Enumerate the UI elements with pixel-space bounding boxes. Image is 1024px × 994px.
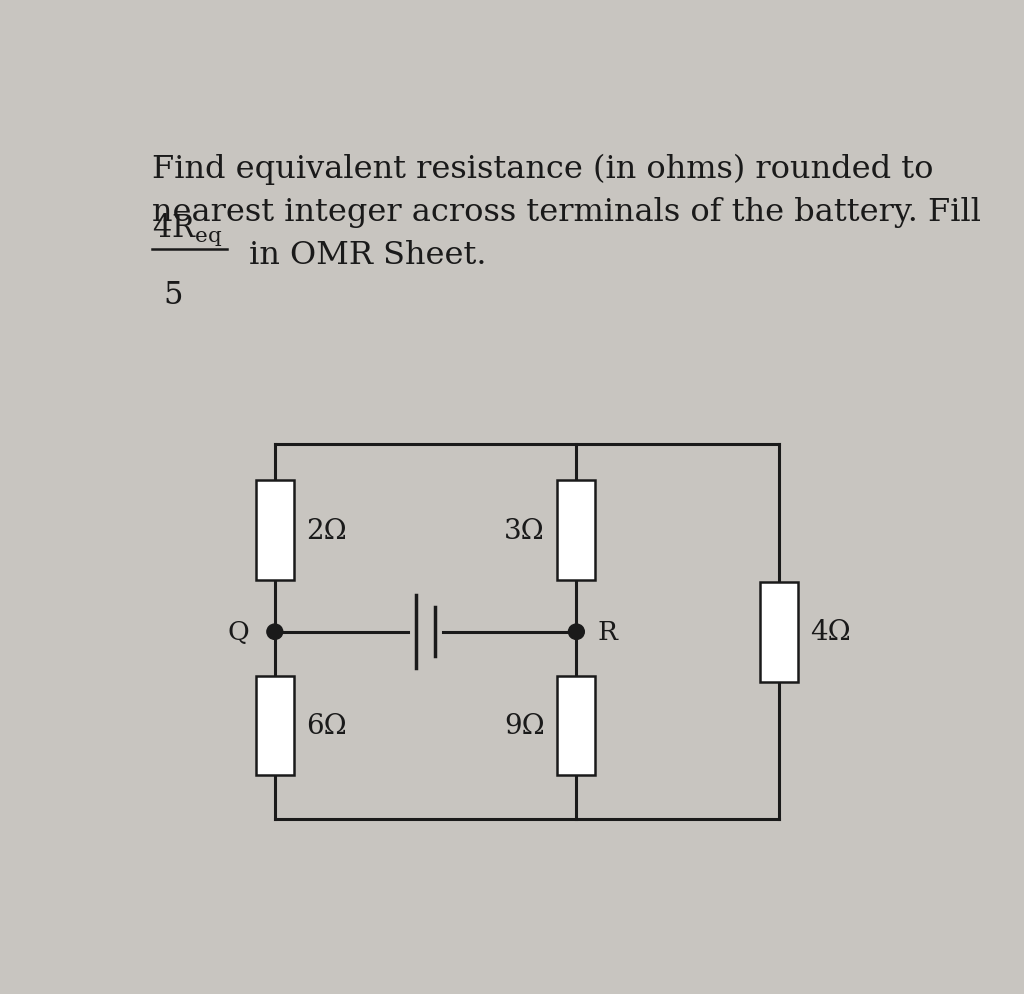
Bar (256, 676, 294, 775)
Text: nearest integer across terminals of the battery. Fill: nearest integer across terminals of the … (152, 197, 981, 229)
Text: 4Ω: 4Ω (811, 618, 851, 645)
Circle shape (568, 624, 585, 640)
Text: 2Ω: 2Ω (306, 517, 347, 544)
Text: $\mathregular{4R_{eq}}$: $\mathregular{4R_{eq}}$ (152, 212, 222, 248)
Text: 3Ω: 3Ω (504, 517, 545, 544)
Circle shape (267, 624, 283, 640)
Text: R: R (597, 619, 616, 644)
Text: 5: 5 (164, 280, 183, 311)
Text: 6Ω: 6Ω (306, 713, 347, 740)
Bar (557, 676, 595, 775)
Bar (760, 582, 798, 682)
Text: Q: Q (227, 619, 250, 644)
Text: 9Ω: 9Ω (504, 713, 545, 740)
Bar (557, 481, 595, 580)
Text: in OMR Sheet.: in OMR Sheet. (240, 240, 486, 271)
Text: Find equivalent resistance (in ohms) rounded to: Find equivalent resistance (in ohms) rou… (152, 153, 933, 185)
Bar (256, 481, 294, 580)
